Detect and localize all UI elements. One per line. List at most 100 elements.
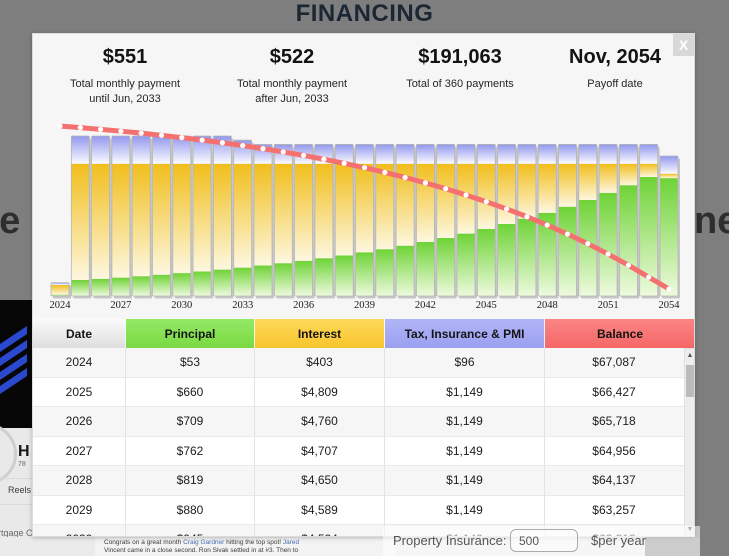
cell-interest-2027: $4,707	[255, 436, 385, 466]
bar-2029[interactable]	[152, 135, 173, 299]
scrollbar-thumb[interactable]	[686, 365, 694, 397]
bar-2038[interactable]	[334, 144, 356, 299]
bar-2026[interactable]	[91, 135, 112, 299]
x-axis-tick: 2039	[354, 300, 375, 311]
cell-tax-insurance-pmi-2029: $1,149	[385, 495, 545, 525]
cell-tax-insurance-pmi-2025: $1,149	[385, 377, 545, 407]
property-insurance-unit: $per year	[591, 533, 646, 548]
bar-2044[interactable]	[456, 144, 477, 299]
cell-interest-2028: $4,650	[255, 466, 385, 496]
bar-2053[interactable]	[639, 144, 660, 299]
cell-balance-2027: $64,956	[545, 436, 694, 466]
scroll-up-icon[interactable]: ▲	[686, 352, 694, 359]
cell-interest-2024: $403	[255, 348, 385, 378]
bar-2040[interactable]	[375, 144, 396, 299]
cell-interest-2025: $4,809	[255, 377, 385, 407]
bar-2045[interactable]	[476, 144, 498, 299]
bar-2048[interactable]	[537, 144, 559, 299]
x-axis-tick: 2033	[232, 300, 253, 311]
x-axis-tick: 2051	[598, 300, 619, 311]
stat-label: Total of 360 payments	[406, 78, 514, 90]
property-insurance-label: Property Insurance:	[393, 533, 507, 548]
post-line-1: Congrats on a great month Craig Gardner …	[104, 539, 300, 546]
post-link-jared[interactable]: Jared	[282, 539, 300, 546]
stat-total-payments: $191,063 Total of 360 payments	[375, 46, 545, 92]
cell-tax-insurance-pmi-2027: $1,149	[385, 436, 545, 466]
bar-2039[interactable]	[355, 144, 376, 299]
cell-tax-insurance-pmi-2024: $96	[385, 348, 545, 378]
bar-2054[interactable]	[659, 155, 680, 299]
cell-date-2028: 2028	[33, 466, 126, 496]
bar-2024[interactable]	[50, 282, 71, 299]
cell-balance-2028: $64,137	[545, 466, 694, 496]
bar-2046[interactable]	[497, 144, 518, 299]
post-link-craig-gardner[interactable]: Craig Gardner	[183, 539, 225, 546]
stat-label: Total monthly payment after Jun, 2033	[236, 78, 348, 105]
bar-2028[interactable]	[131, 135, 153, 299]
stat-label: Payoff date	[587, 78, 643, 90]
bar-2042[interactable]	[415, 144, 437, 299]
bar-2043[interactable]	[436, 144, 457, 299]
x-axis-tick: 2045	[476, 300, 497, 311]
tab-reels[interactable]: Reels	[8, 485, 32, 495]
bar-2025[interactable]	[70, 135, 92, 299]
bar-2036[interactable]	[294, 144, 315, 299]
background-heading-fragment-right: need	[694, 200, 729, 242]
cell-balance-2026: $65,718	[545, 407, 694, 437]
cell-principal-2028: $819	[126, 466, 255, 496]
amortization-table: Date Principal Interest Tax, Insurance & PM…	[33, 319, 694, 536]
header-date: Date	[33, 319, 126, 348]
header-interest: Interest	[255, 319, 385, 348]
cell-date-2024: 2024	[33, 348, 126, 378]
bar-2050[interactable]	[578, 144, 599, 299]
financing-modal: X $551 Total monthly payment until Jun, 2…	[32, 33, 695, 537]
post-text: Congrats on a great month Craig Gardner …	[95, 537, 395, 556]
property-insurance-field-group: Property Insurance: $per year	[383, 526, 700, 556]
profile-name-fragment: H	[18, 443, 30, 460]
cell-principal-2024: $53	[126, 348, 255, 378]
bar-2035[interactable]	[273, 144, 295, 299]
cell-date-2025: 2025	[33, 377, 126, 407]
stat-payoff-date: Nov, 2054 Payoff date	[530, 46, 694, 92]
bar-2052[interactable]	[619, 144, 640, 299]
bar-2034[interactable]	[253, 144, 274, 299]
header-balance: Balance	[545, 319, 694, 348]
table-scrollbar[interactable]: ▲ ▼	[684, 348, 694, 536]
x-axis-tick: 2054	[659, 300, 681, 311]
bar-2051[interactable]	[598, 144, 620, 299]
cell-principal-2029: $880	[126, 495, 255, 525]
bar-2049[interactable]	[558, 144, 579, 299]
bar-2037[interactable]	[314, 144, 335, 299]
property-insurance-input[interactable]	[510, 529, 578, 552]
close-button[interactable]: X	[673, 34, 694, 56]
stat-monthly-payment-before: $551 Total monthly payment until Jun, 203…	[40, 46, 210, 107]
stat-value: Nov, 2054	[569, 46, 661, 68]
stat-value: $191,063	[418, 46, 502, 68]
bar-2032[interactable]	[212, 135, 234, 299]
cell-principal-2030: $945	[126, 525, 255, 536]
cell-interest-2030: $4,524	[255, 525, 385, 536]
x-axis-tick: 2030	[171, 300, 192, 311]
x-axis-tick: 2048	[537, 300, 558, 311]
x-axis-tick: 2036	[293, 300, 314, 311]
divider	[0, 478, 32, 479]
bar-2027[interactable]	[111, 135, 132, 299]
stat-value: $522	[269, 46, 315, 68]
x-axis-tick: 2027	[110, 300, 131, 311]
bar-2031[interactable]	[192, 135, 214, 299]
financing-heading: FINANCING	[295, 0, 434, 27]
cell-interest-2026: $4,760	[255, 407, 385, 437]
cell-interest-2029: $4,589	[255, 495, 385, 525]
bar-2030[interactable]	[172, 135, 193, 299]
cell-balance-2029: $63,257	[545, 495, 694, 525]
profile-followers-fragment: 78	[18, 461, 26, 468]
stat-value: $551	[102, 46, 148, 68]
chart-canvas: 2024 2027 2030 2033 2036 2039 2042 2045 2048 2051…	[50, 123, 681, 311]
bar-2041[interactable]	[395, 144, 417, 299]
cell-date-2030: 2030	[33, 525, 126, 536]
cell-balance-2024: $67,087	[545, 348, 694, 378]
amortization-chart: 2024 2027 2030 2033 2036 2039 2042 2045 2048 2051…	[37, 111, 687, 311]
bar-2033[interactable]	[233, 139, 254, 299]
cell-tax-insurance-pmi-2028: $1,149	[385, 466, 545, 496]
header-principal: Principal	[126, 319, 255, 348]
